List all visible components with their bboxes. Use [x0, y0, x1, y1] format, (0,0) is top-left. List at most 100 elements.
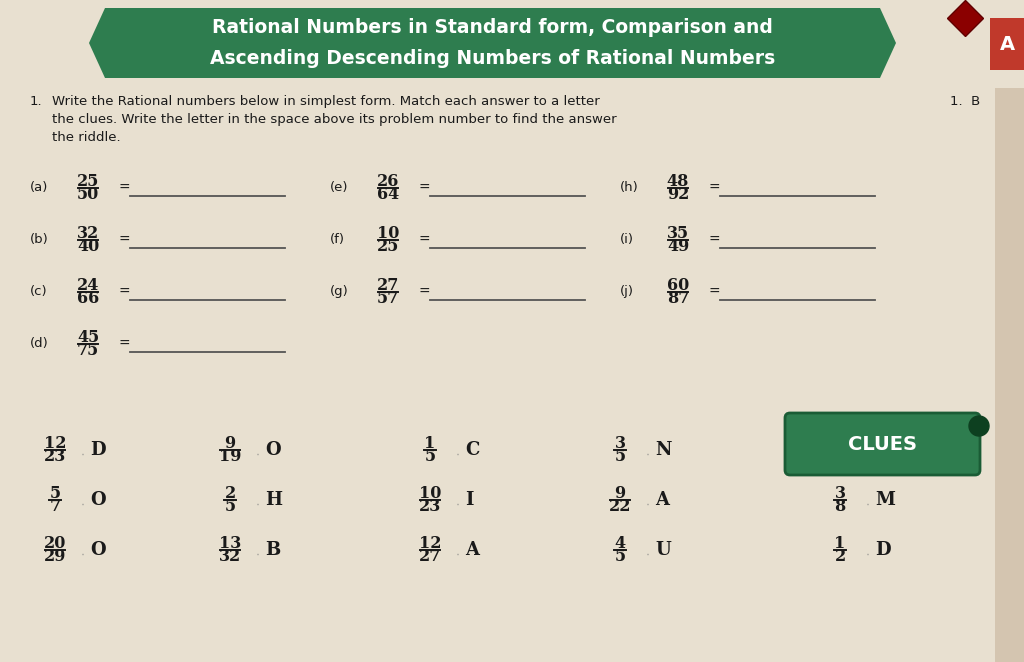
Text: 9: 9	[224, 434, 236, 451]
Text: Write the Rational numbers below in simplest form. Match each answer to a letter: Write the Rational numbers below in simp…	[52, 95, 600, 108]
Text: A: A	[999, 34, 1015, 54]
Text: D: D	[90, 441, 105, 459]
Text: 7: 7	[49, 498, 60, 516]
Text: Ascending Descending Numbers of Rational Numbers: Ascending Descending Numbers of Rational…	[210, 49, 775, 68]
Text: =: =	[119, 181, 131, 195]
Text: 25: 25	[77, 173, 99, 189]
Text: =: =	[119, 337, 131, 351]
Text: 66: 66	[77, 291, 99, 307]
Text: =: =	[119, 285, 131, 299]
Text: 9: 9	[614, 485, 626, 502]
Text: (a): (a)	[30, 181, 48, 195]
Circle shape	[969, 416, 989, 436]
Text: 5: 5	[424, 448, 435, 465]
Text: (j): (j)	[620, 285, 634, 299]
Text: (e): (e)	[330, 181, 348, 195]
Text: (c): (c)	[30, 285, 48, 299]
Text: 92: 92	[667, 187, 689, 203]
Text: 1.  B: 1. B	[950, 95, 980, 108]
Text: 23: 23	[419, 498, 441, 516]
Text: =: =	[119, 233, 131, 247]
Text: =: =	[419, 233, 431, 247]
Text: 5: 5	[614, 448, 626, 465]
Text: N: N	[655, 441, 672, 459]
Text: 29: 29	[44, 548, 67, 565]
Text: 1: 1	[424, 434, 435, 451]
Polygon shape	[89, 8, 123, 78]
Text: 22: 22	[608, 498, 631, 516]
Text: =: =	[709, 285, 721, 299]
Text: 5: 5	[224, 498, 236, 516]
Text: D: D	[874, 541, 891, 559]
Text: (d): (d)	[30, 338, 49, 350]
Text: the riddle.: the riddle.	[52, 131, 121, 144]
Text: M: M	[874, 491, 895, 509]
Text: (b): (b)	[30, 234, 49, 246]
Text: L: L	[874, 441, 888, 459]
Text: Rational Numbers in Standard form, Comparison and: Rational Numbers in Standard form, Compa…	[212, 18, 773, 37]
Text: O: O	[90, 541, 105, 559]
Text: 40: 40	[77, 238, 99, 256]
Text: 12: 12	[44, 434, 67, 451]
Text: 26: 26	[377, 173, 399, 189]
Text: 32: 32	[219, 548, 241, 565]
Bar	[990, 18, 1024, 70]
Text: (i): (i)	[620, 234, 634, 246]
Text: 4: 4	[614, 534, 626, 551]
Text: 64: 64	[377, 187, 399, 203]
Text: =: =	[419, 181, 431, 195]
Text: A: A	[655, 491, 669, 509]
Text: (f): (f)	[330, 234, 345, 246]
Text: 10: 10	[377, 224, 399, 242]
Bar	[995, 88, 1024, 662]
Text: 4: 4	[835, 434, 846, 451]
Text: 3: 3	[835, 485, 846, 502]
Text: 3: 3	[614, 434, 626, 451]
Text: I: I	[465, 491, 473, 509]
Text: (h): (h)	[620, 181, 639, 195]
Text: C: C	[465, 441, 479, 459]
Polygon shape	[862, 8, 896, 78]
Text: 2: 2	[835, 548, 846, 565]
Text: 24: 24	[77, 277, 99, 293]
Text: 57: 57	[377, 291, 399, 307]
Text: 27: 27	[377, 277, 399, 293]
Text: 2: 2	[224, 485, 236, 502]
Text: 60: 60	[667, 277, 689, 293]
Bar	[105, 8, 880, 78]
Text: O: O	[90, 491, 105, 509]
Text: 49: 49	[667, 238, 689, 256]
Text: U: U	[655, 541, 671, 559]
Text: 12: 12	[419, 534, 441, 551]
Text: 87: 87	[667, 291, 689, 307]
Text: the clues. Write the letter in the space above its problem number to find the an: the clues. Write the letter in the space…	[52, 113, 616, 126]
Text: 10: 10	[419, 485, 441, 502]
Text: 75: 75	[77, 342, 99, 359]
Text: 25: 25	[377, 238, 399, 256]
Text: B: B	[265, 541, 281, 559]
Text: 48: 48	[667, 173, 689, 189]
Text: 8: 8	[835, 498, 846, 516]
Text: 32: 32	[77, 224, 99, 242]
Text: 23: 23	[44, 448, 67, 465]
Text: 45: 45	[77, 328, 99, 346]
Text: H: H	[265, 491, 282, 509]
Text: (g): (g)	[330, 285, 349, 299]
Text: =: =	[709, 233, 721, 247]
Text: A: A	[465, 541, 479, 559]
Text: O: O	[265, 441, 281, 459]
Text: 11: 11	[828, 448, 851, 465]
Text: 27: 27	[419, 548, 441, 565]
Text: =: =	[419, 285, 431, 299]
Text: 50: 50	[77, 187, 99, 203]
Text: CLUES: CLUES	[848, 434, 918, 453]
FancyBboxPatch shape	[785, 413, 980, 475]
Text: 1.: 1.	[30, 95, 43, 108]
Text: 19: 19	[219, 448, 242, 465]
Text: 35: 35	[667, 224, 689, 242]
Text: 5: 5	[49, 485, 60, 502]
Text: 5: 5	[614, 548, 626, 565]
Text: 20: 20	[44, 534, 67, 551]
Text: =: =	[709, 181, 721, 195]
Text: 13: 13	[219, 534, 241, 551]
